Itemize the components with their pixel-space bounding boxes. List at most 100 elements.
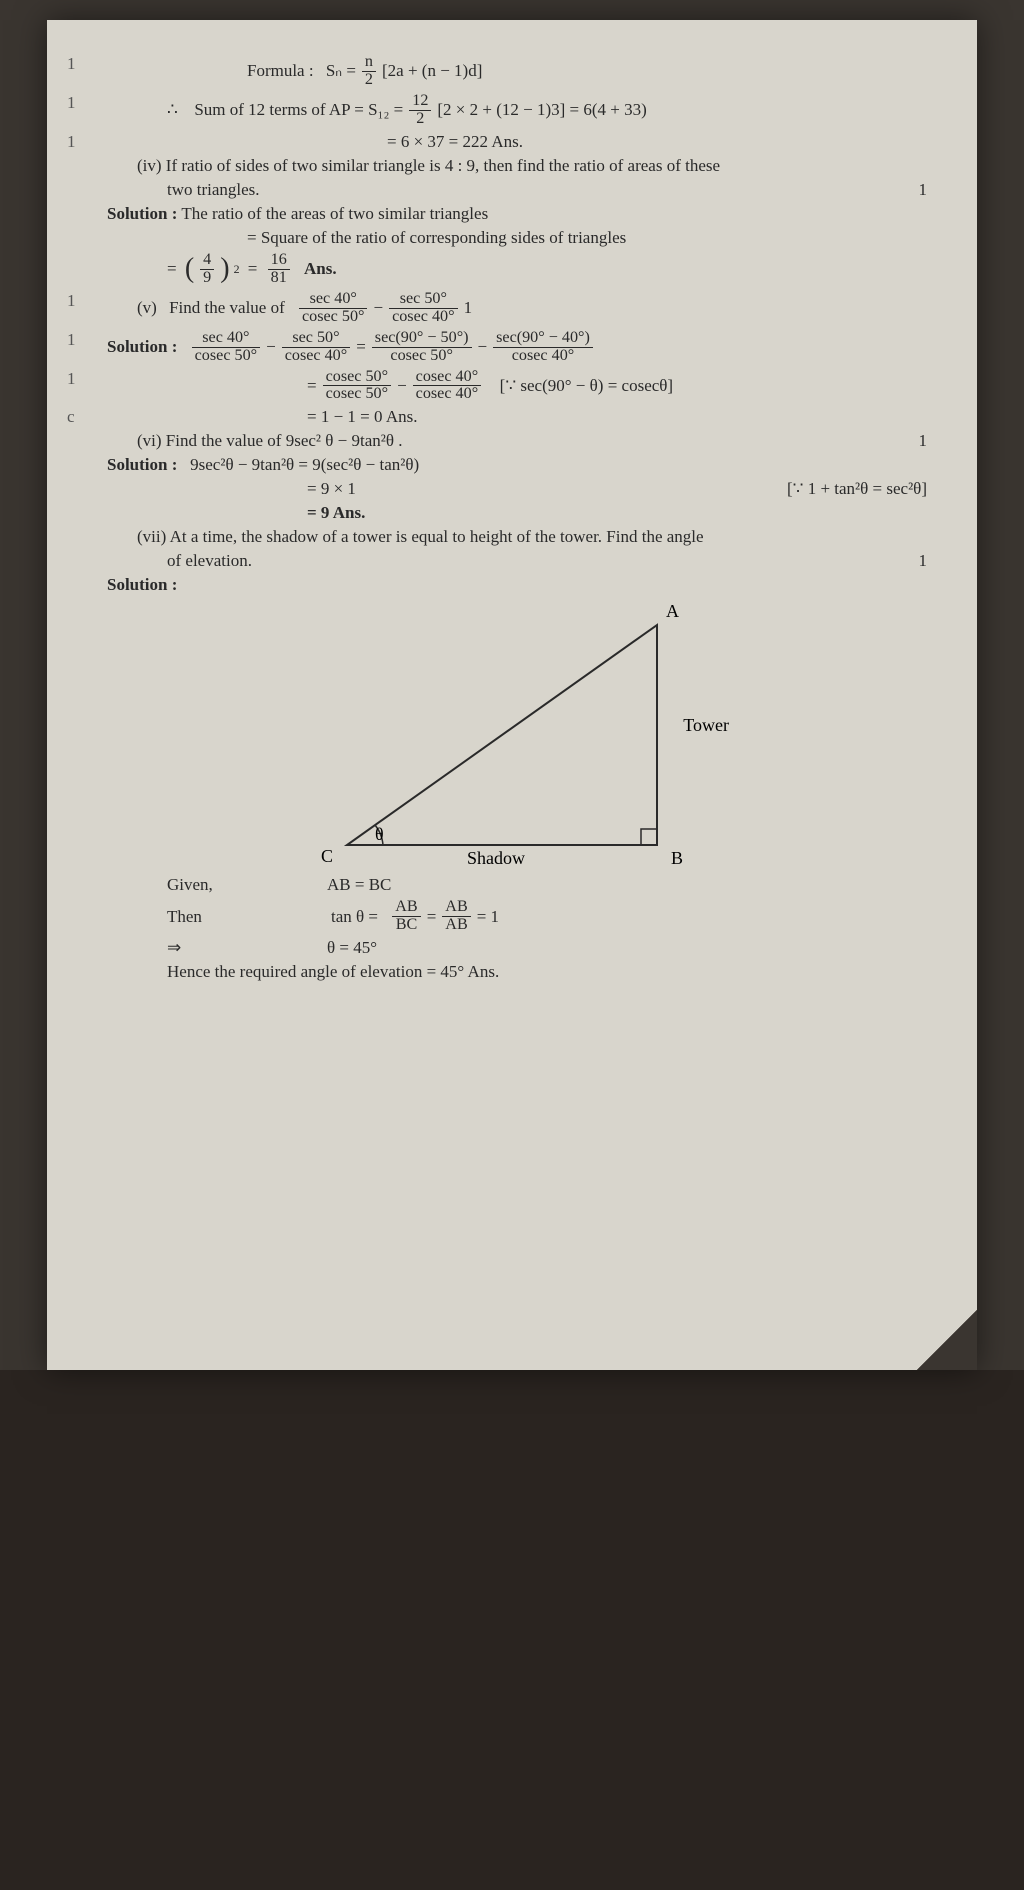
frac-den: cosec 50° (323, 386, 391, 403)
vii-given: Given, (167, 875, 327, 895)
eq-sign: = (167, 259, 181, 279)
frac-num: sec(90° − 50°) (372, 330, 472, 348)
iv-q2: two triangles. (167, 180, 260, 199)
v-mark: 1 (464, 298, 473, 318)
label-C: C (321, 846, 333, 867)
frac-num: 16 (268, 252, 290, 270)
v-sol-line1: Solution : sec 40° cosec 50° − sec 50° c… (107, 330, 927, 365)
frac-num: sec(90° − 40°) (493, 330, 593, 348)
frac-den: cosec 40° (389, 309, 457, 326)
iv-mark: 1 (919, 180, 928, 200)
v-note: [∵ sec(90° − θ) = cosecθ] (500, 376, 673, 396)
v-s1f1: sec 40° cosec 50° (192, 330, 260, 365)
label-theta: θ (375, 824, 384, 845)
vii-final: Hence the required angle of elevation = … (167, 962, 927, 982)
frac-num: cosec 40° (413, 369, 481, 387)
v-s2f1: cosec 50° cosec 50° (323, 369, 391, 404)
iv-exp: 2 (234, 262, 240, 277)
v-sol-line2: = cosec 50° cosec 50° − cosec 40° cosec … (307, 369, 927, 404)
vii-tan-lhs: tan θ = (331, 907, 378, 927)
vii-q2: of elevation. (167, 551, 252, 570)
label-B: B (671, 848, 683, 869)
vii-f2: AB AB (442, 899, 470, 934)
marginal-5: 1 (67, 330, 85, 350)
marginal-4: 1 (67, 291, 85, 311)
iv-sol3: = ( 4 9 ) 2 = 16 81 Ans. (167, 252, 927, 287)
formula-label: Formula : (247, 61, 314, 81)
vi-sol-label: Solution : (107, 455, 177, 474)
v-sol-label: Solution : (107, 337, 177, 357)
frac-den: 9 (200, 270, 214, 287)
sum12-line2: = 6 × 37 = 222 Ans. (387, 132, 927, 152)
formula-lhs: Sₙ = (326, 61, 356, 81)
document-page: 1 Formula : Sₙ = n 2 [2a + (n − 1)d] 1 ∴… (47, 20, 977, 1370)
vii-then: Then (167, 907, 327, 927)
vii-q1: At a time, the shadow of a tower is equa… (170, 527, 704, 546)
iv-sol1: The ratio of the areas of two similar tr… (181, 204, 488, 223)
q-vii: (vii) At a time, the shadow of a tower i… (137, 527, 927, 547)
q-iv: (iv) If ratio of sides of two similar tr… (137, 156, 927, 176)
iv-sol-line1: Solution : The ratio of the areas of two… (107, 204, 927, 224)
vii-then-row: Then tan θ = AB BC = AB AB = 1 (167, 899, 927, 934)
vi-label: (vi) (137, 431, 162, 450)
vii-f1: AB BC (392, 899, 420, 934)
vi-q: Find the value of 9sec² θ − 9tan²θ . (166, 431, 403, 450)
v-s1f3: sec(90° − 50°) cosec 50° (372, 330, 472, 365)
frac-den: cosec 40° (493, 348, 593, 365)
frac-num: sec 50° (389, 291, 457, 309)
vi-sol-line2: = 9 × 1 [∵ 1 + tan²θ = sec²θ] (307, 479, 927, 499)
minus: − (397, 376, 407, 396)
vii-given-row: Given, AB = BC (167, 875, 927, 895)
vii-theta-eq: θ = 45° (327, 938, 377, 958)
marginal-6: 1 (67, 369, 85, 389)
v-label: (v) (137, 298, 157, 318)
q-iv-cont: two triangles. 1 (167, 180, 927, 200)
label-shadow: Shadow (467, 848, 525, 869)
frac-den: 2 (409, 111, 431, 128)
sum12-frac: 12 2 (409, 93, 431, 128)
paren-left: ( (185, 253, 194, 285)
vii-label: (vii) (137, 527, 166, 546)
iv-sol2: = Square of the ratio of corresponding s… (247, 228, 927, 248)
marginal-1: 1 (67, 54, 85, 74)
frac-den: AB (442, 917, 470, 934)
frac-num: sec 40° (192, 330, 260, 348)
eq: = (356, 337, 366, 357)
frac-num: n (362, 54, 376, 72)
iv-frac1: 4 9 (200, 252, 214, 287)
iv-label: (iv) (137, 156, 162, 175)
vii-one: = 1 (477, 907, 499, 927)
q-vii-cont: of elevation. 1 (167, 551, 927, 571)
minus: − (478, 337, 488, 357)
vii-mark: 1 (919, 551, 928, 571)
triangle-diagram: A Tower B C Shadow θ (327, 605, 707, 865)
iv-sol-label: Solution : (107, 204, 177, 223)
v-s2f2: cosec 40° cosec 40° (413, 369, 481, 404)
iv-ans: Ans. (304, 259, 337, 279)
frac-den: cosec 50° (372, 348, 472, 365)
frac-num: sec 40° (299, 291, 367, 309)
sum12-line1: ∴ Sum of 12 terms of AP = S₁₂ = 12 2 [2 … (167, 93, 927, 128)
formula-rhs: [2a + (n − 1)d] (382, 61, 482, 81)
frac-den: cosec 50° (299, 309, 367, 326)
vi-note: [∵ 1 + tan²θ = sec²θ] (787, 479, 927, 499)
vii-arrow: ⇒ (167, 938, 327, 958)
marginal-7: c (67, 407, 85, 427)
eq-sign: = (244, 259, 262, 279)
therefore: ∴ (167, 100, 178, 120)
vii-given-eq: AB = BC (327, 875, 391, 895)
v-s1f4: sec(90° − 40°) cosec 40° (493, 330, 593, 365)
frac-den: BC (392, 917, 420, 934)
sum12-text: Sum of 12 terms of AP = S₁₂ = (194, 100, 403, 120)
marginal-2: 1 (67, 93, 85, 113)
vi-sol-line1: Solution : 9sec²θ − 9tan²θ = 9(sec²θ − t… (107, 455, 927, 475)
v-s1f2: sec 50° cosec 40° (282, 330, 350, 365)
frac-den: cosec 40° (413, 386, 481, 403)
label-A: A (666, 601, 679, 622)
frac-num: cosec 50° (323, 369, 391, 387)
formula-line: Formula : Sₙ = n 2 [2a + (n − 1)d] (247, 54, 927, 89)
eq: = (427, 907, 437, 927)
iv-q1: If ratio of sides of two similar triangl… (166, 156, 720, 175)
sum12-rhs1: [2 × 2 + (12 − 1)3] = 6(4 + 33) (437, 100, 646, 120)
v-q: Find the value of (169, 298, 285, 318)
